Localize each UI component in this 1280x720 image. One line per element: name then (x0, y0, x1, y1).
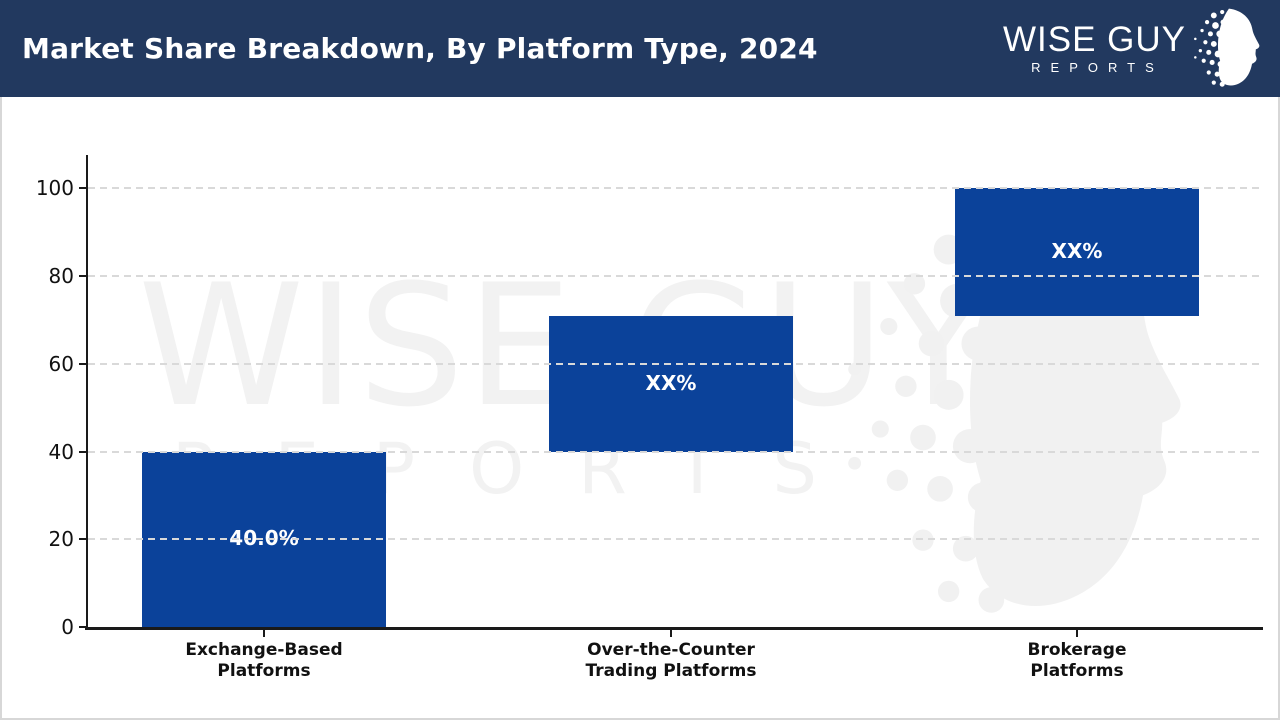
y-axis-tick (79, 362, 88, 365)
y-axis-line (86, 155, 88, 630)
bar-value-label: XX% (645, 370, 697, 395)
logo-wordmark-line1: WISE GUY (1002, 19, 1186, 59)
x-axis-category-label: Brokerage Platforms (917, 640, 1237, 682)
y-axis-tick-label: 60 (48, 351, 74, 376)
gridline-60 (88, 362, 1262, 365)
logo-face-icon (1194, 8, 1260, 87)
x-axis-tick (670, 629, 672, 637)
wise-guy-reports-logo: WISE GUY REPORTS (1003, 7, 1266, 91)
y-axis-tick (79, 450, 88, 453)
bar-value-label: 40.0% (229, 526, 299, 551)
x-axis-category-line: Platforms (1030, 661, 1124, 681)
bar-segment: XX% (549, 315, 793, 452)
gridline-80 (88, 275, 1262, 278)
x-axis-category-line: Platforms (217, 661, 311, 681)
gridline-40 (88, 450, 1262, 453)
y-axis-tick-label: 40 (48, 439, 74, 464)
chart-title: Market Share Breakdown, By Platform Type… (22, 32, 818, 65)
x-axis-category-line: Over-the-Counter (587, 640, 755, 660)
x-axis-tick (263, 629, 265, 637)
x-axis-category-line: Exchange-Based (185, 640, 343, 660)
logo-wordmark-line2: REPORTS (1031, 60, 1164, 76)
y-axis-tick-label: 80 (48, 264, 74, 289)
x-axis-category-line: Trading Platforms (585, 661, 757, 681)
bar-value-label: XX% (1051, 238, 1103, 263)
x-axis-category-label: Exchange-Based Platforms (104, 640, 424, 682)
y-axis-tick-label: 100 (35, 176, 74, 201)
y-axis-tick-label: 20 (48, 527, 74, 552)
y-axis-tick-label: 0 (61, 615, 74, 639)
gridline-20 (88, 538, 1262, 541)
x-axis-category-line: Brokerage (1027, 640, 1127, 660)
x-axis-tick (1076, 629, 1078, 637)
x-axis-category-label: Over-the-Counter Trading Platforms (511, 640, 831, 682)
y-axis-tick (79, 538, 88, 541)
y-axis-tick (79, 187, 88, 190)
bar-segment: XX% (955, 188, 1199, 316)
x-axis-line (85, 627, 1263, 630)
y-axis-tick (79, 275, 88, 278)
gridline-100 (88, 187, 1262, 190)
y-axis-tick (79, 626, 88, 628)
logo-wordmark: WISE GUY REPORTS (1002, 19, 1186, 76)
header-bar: Market Share Breakdown, By Platform Type… (0, 0, 1280, 97)
